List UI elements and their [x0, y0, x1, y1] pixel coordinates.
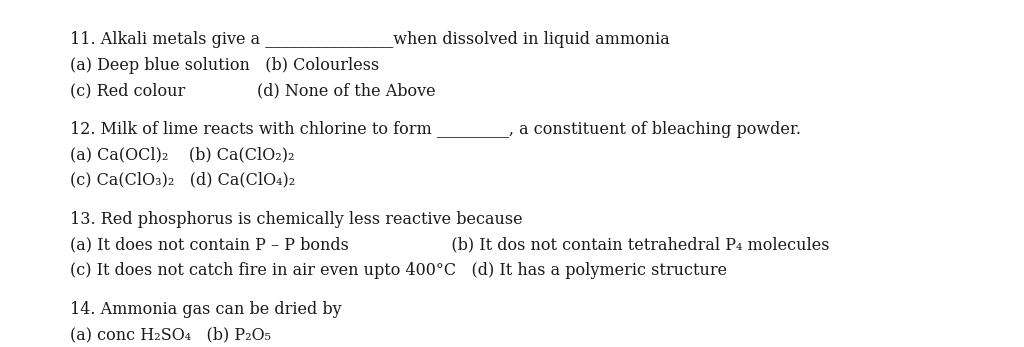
Text: (a) It does not contain P – P bonds                    (b) It dos not contain te: (a) It does not contain P – P bonds (b) … [70, 236, 829, 253]
Text: 13. Red phosphorus is chemically less reactive because: 13. Red phosphorus is chemically less re… [70, 211, 522, 228]
Text: (a) Deep blue solution   (b) Colourless: (a) Deep blue solution (b) Colourless [70, 57, 379, 74]
Text: (c) It does not catch fire in air even upto 400°C   (d) It has a polymeric struc: (c) It does not catch fire in air even u… [70, 262, 727, 279]
Text: (c) Red colour              (d) None of the Above: (c) Red colour (d) None of the Above [70, 82, 435, 99]
Text: 14. Ammonia gas can be dried by: 14. Ammonia gas can be dried by [70, 301, 341, 318]
Text: (a) Ca(OCl)₂    (b) Ca(ClO₂)₂: (a) Ca(OCl)₂ (b) Ca(ClO₂)₂ [70, 146, 294, 163]
Text: (a) conc H₂SO₄   (b) P₂O₅: (a) conc H₂SO₄ (b) P₂O₅ [70, 326, 270, 343]
Text: 12. Milk of lime reacts with chlorine to form _________, a constituent of bleach: 12. Milk of lime reacts with chlorine to… [70, 121, 801, 138]
Text: (c) Ca(ClO₃)₂   (d) Ca(ClO₄)₂: (c) Ca(ClO₃)₂ (d) Ca(ClO₄)₂ [70, 172, 295, 189]
Text: 11. Alkali metals give a ________________when dissolved in liquid ammonia: 11. Alkali metals give a _______________… [70, 31, 670, 48]
